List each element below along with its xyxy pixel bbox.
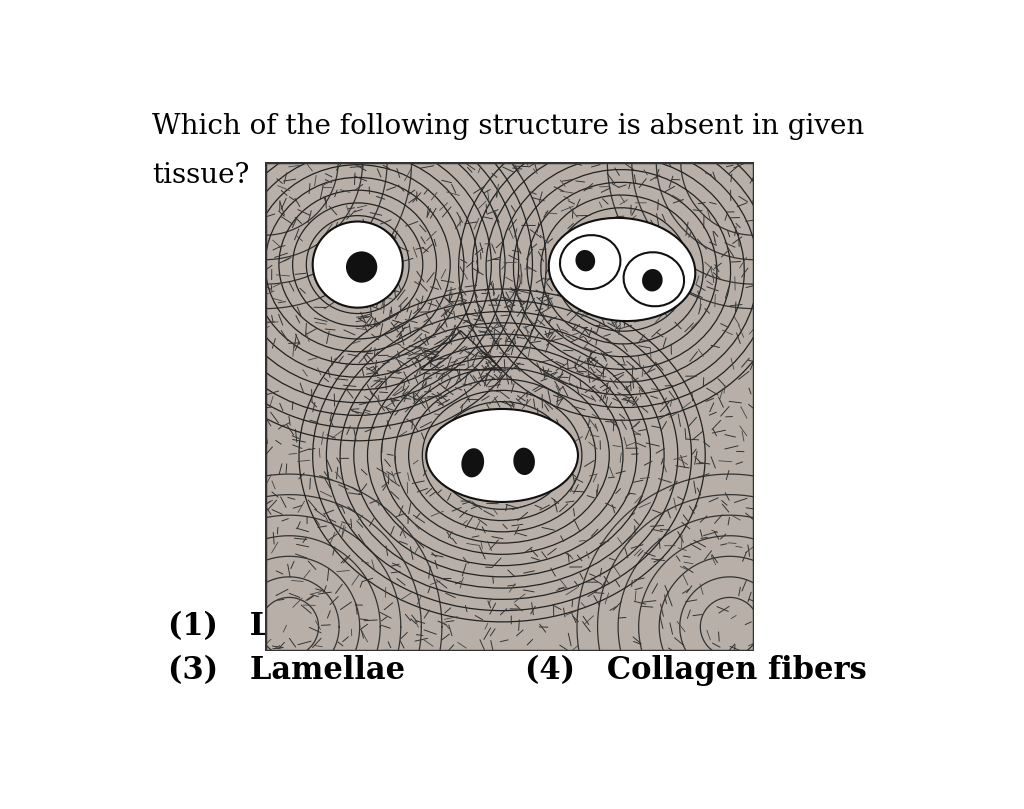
Ellipse shape <box>513 447 535 475</box>
Ellipse shape <box>624 252 684 307</box>
Text: (4)   Collagen fibers: (4) Collagen fibers <box>524 654 866 686</box>
Text: (2)   Matrix: (2) Matrix <box>524 611 720 642</box>
Ellipse shape <box>312 222 402 307</box>
Ellipse shape <box>346 252 377 282</box>
Ellipse shape <box>426 409 578 502</box>
Text: tissue?: tissue? <box>152 163 249 189</box>
Ellipse shape <box>560 235 621 289</box>
Text: (3)   Lamellae: (3) Lamellae <box>168 654 404 686</box>
Ellipse shape <box>575 250 595 271</box>
Text: (1)   Lacuna: (1) Lacuna <box>168 611 374 642</box>
Text: Which of the following structure is absent in given: Which of the following structure is abse… <box>152 112 864 140</box>
Ellipse shape <box>549 218 695 321</box>
Ellipse shape <box>462 448 484 477</box>
Ellipse shape <box>642 269 663 291</box>
